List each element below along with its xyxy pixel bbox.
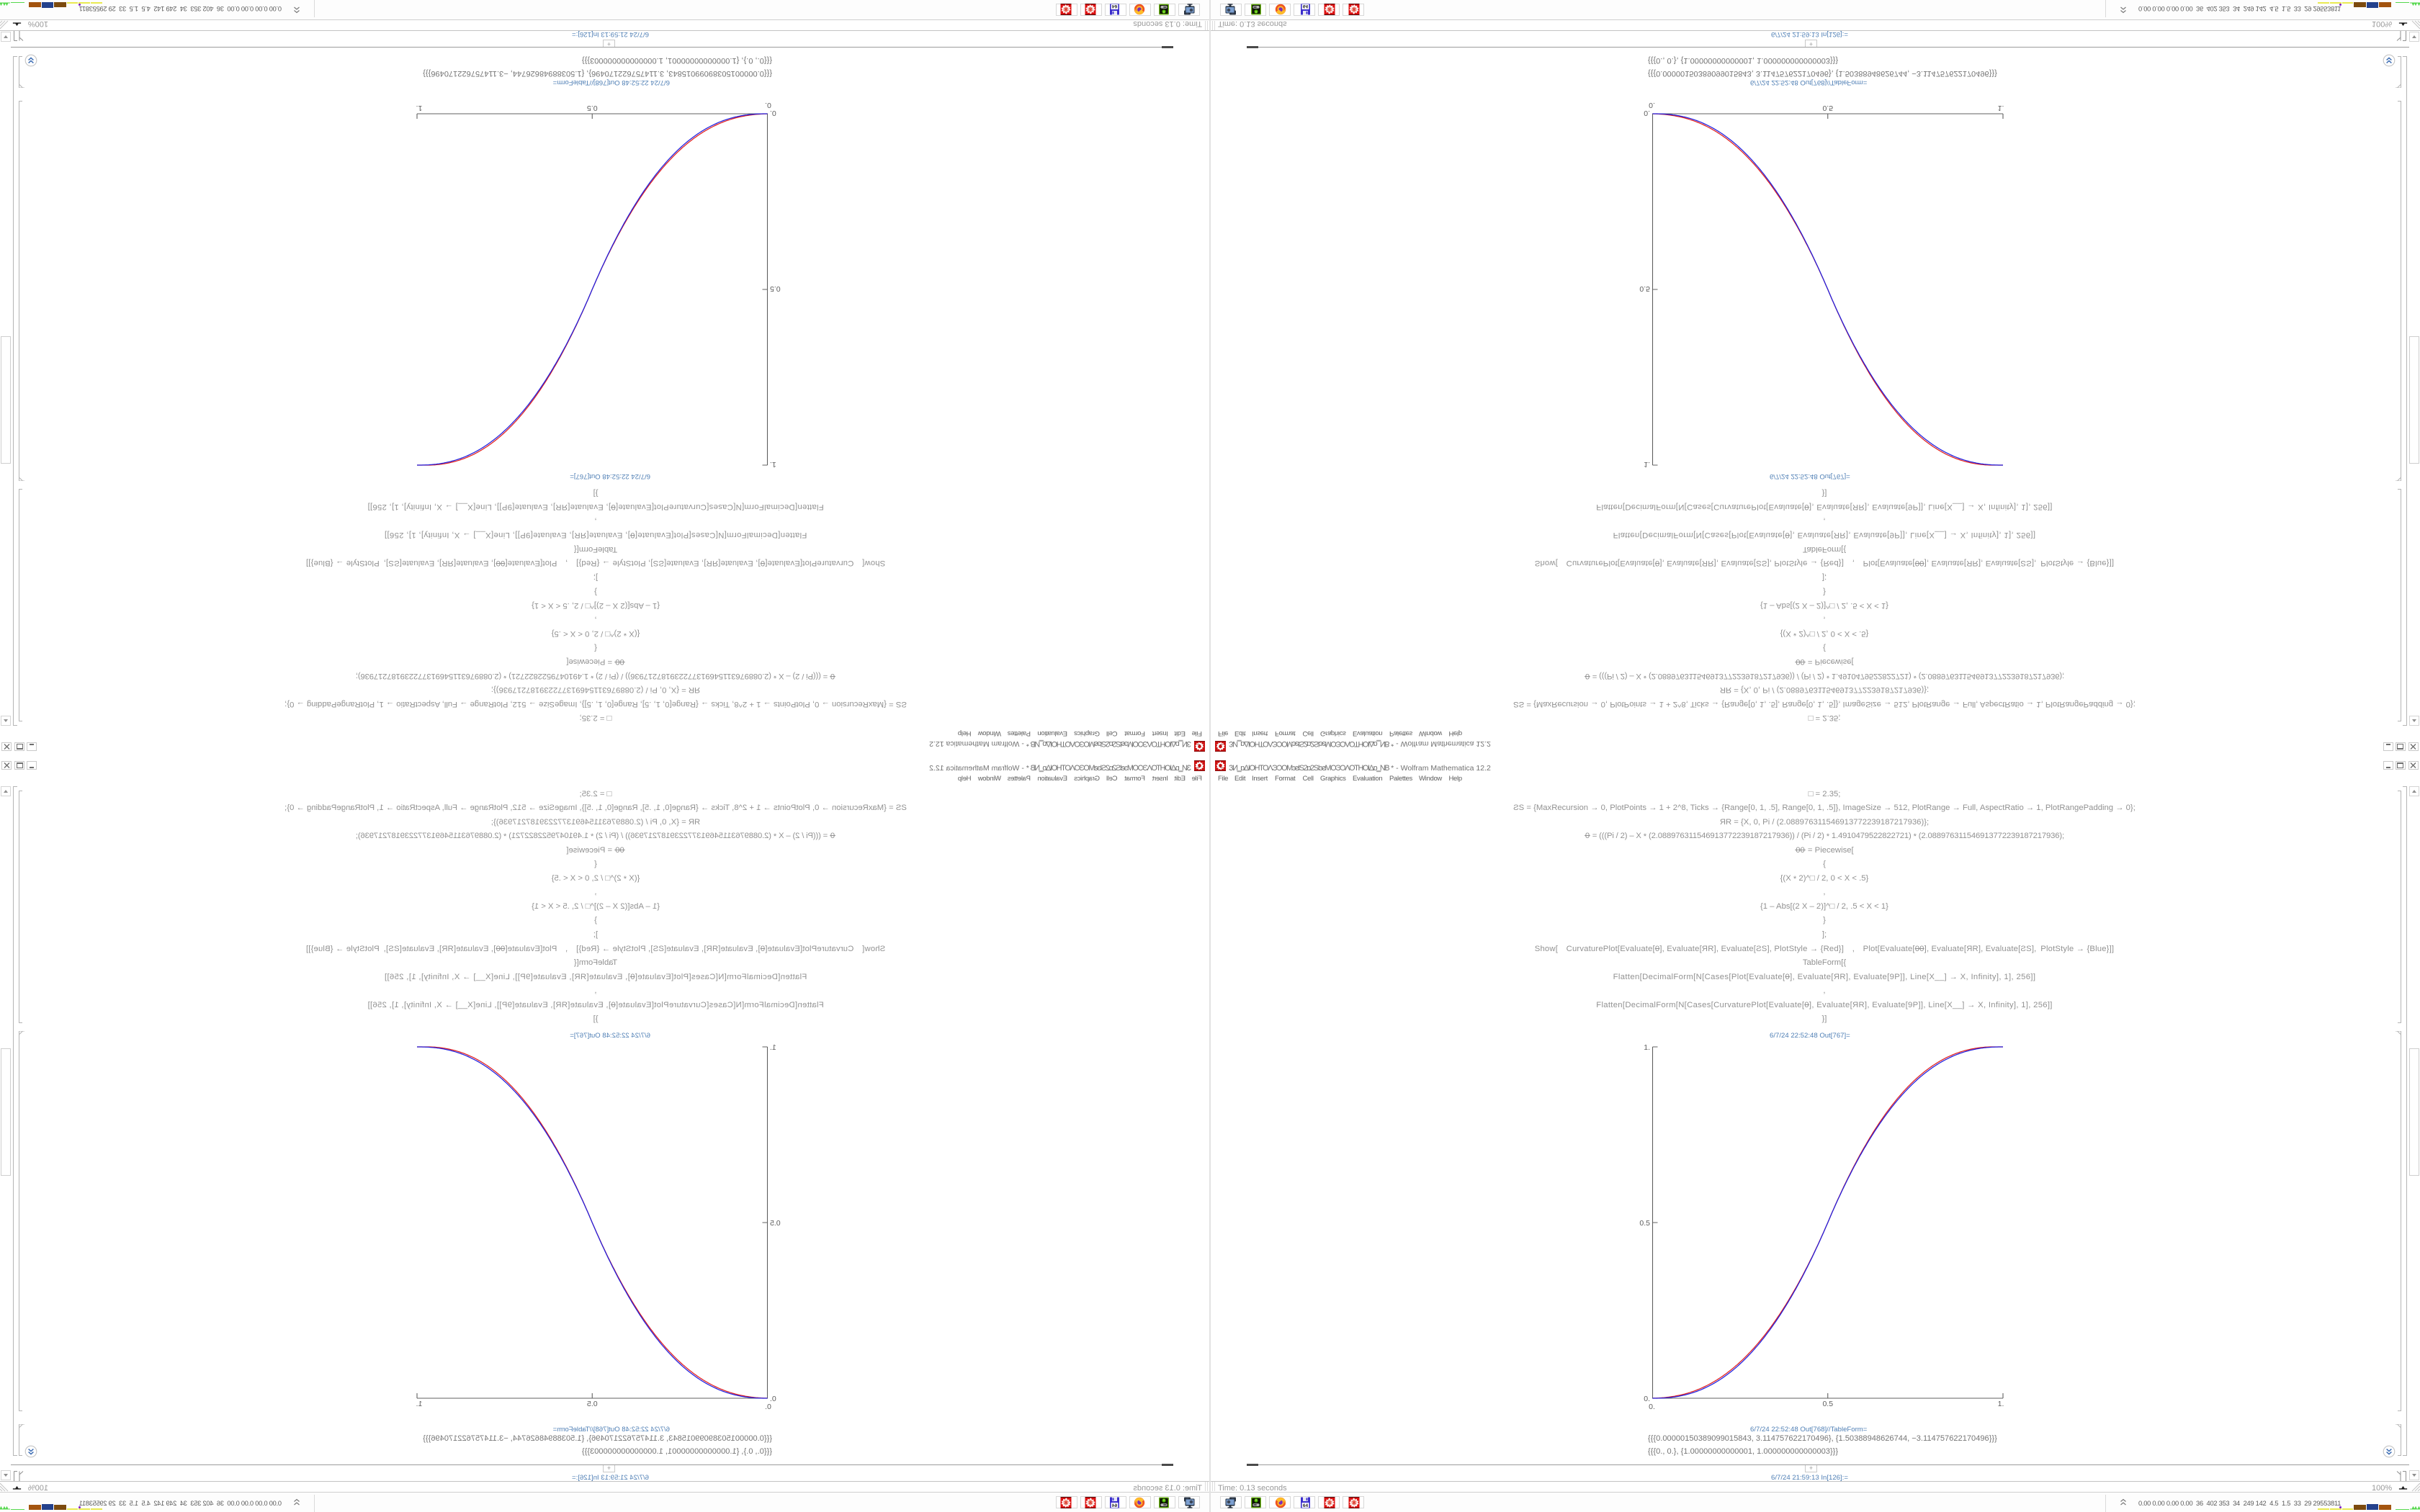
svg-text:0.: 0. xyxy=(1649,1403,1655,1411)
svg-text:1.: 1. xyxy=(416,1400,423,1408)
svg-text:0.5: 0.5 xyxy=(587,1400,598,1408)
svg-text:64: 64 xyxy=(1112,4,1118,9)
svg-text:0.5: 0.5 xyxy=(1822,1400,1833,1408)
svg-text:1.: 1. xyxy=(770,460,776,469)
svg-text:1.: 1. xyxy=(770,1043,776,1052)
svg-text:64: 64 xyxy=(1112,1503,1118,1508)
svg-text:0.5: 0.5 xyxy=(1822,104,1833,112)
svg-text:1.: 1. xyxy=(1998,1400,2004,1408)
svg-text:0.: 0. xyxy=(1649,101,1655,109)
svg-text:64: 64 xyxy=(1303,1503,1309,1508)
svg-text:1.: 1. xyxy=(1644,1043,1650,1052)
svg-text:0.5: 0.5 xyxy=(1639,1219,1650,1228)
svg-text:1.: 1. xyxy=(1644,460,1650,469)
svg-text:0.: 0. xyxy=(770,1395,776,1403)
svg-text:0.: 0. xyxy=(765,1403,771,1411)
svg-text:0.5: 0.5 xyxy=(770,284,781,293)
svg-text:0.: 0. xyxy=(1644,109,1650,117)
svg-text:0.: 0. xyxy=(1644,1395,1650,1403)
svg-text:0.: 0. xyxy=(765,101,771,109)
svg-text:1.: 1. xyxy=(416,104,423,112)
svg-text:0.5: 0.5 xyxy=(770,1219,781,1228)
svg-text:64: 64 xyxy=(1303,4,1309,9)
svg-text:0.5: 0.5 xyxy=(587,104,598,112)
svg-text:0.5: 0.5 xyxy=(1639,284,1650,293)
svg-text:0.: 0. xyxy=(770,109,776,117)
svg-text:1.: 1. xyxy=(1998,104,2004,112)
